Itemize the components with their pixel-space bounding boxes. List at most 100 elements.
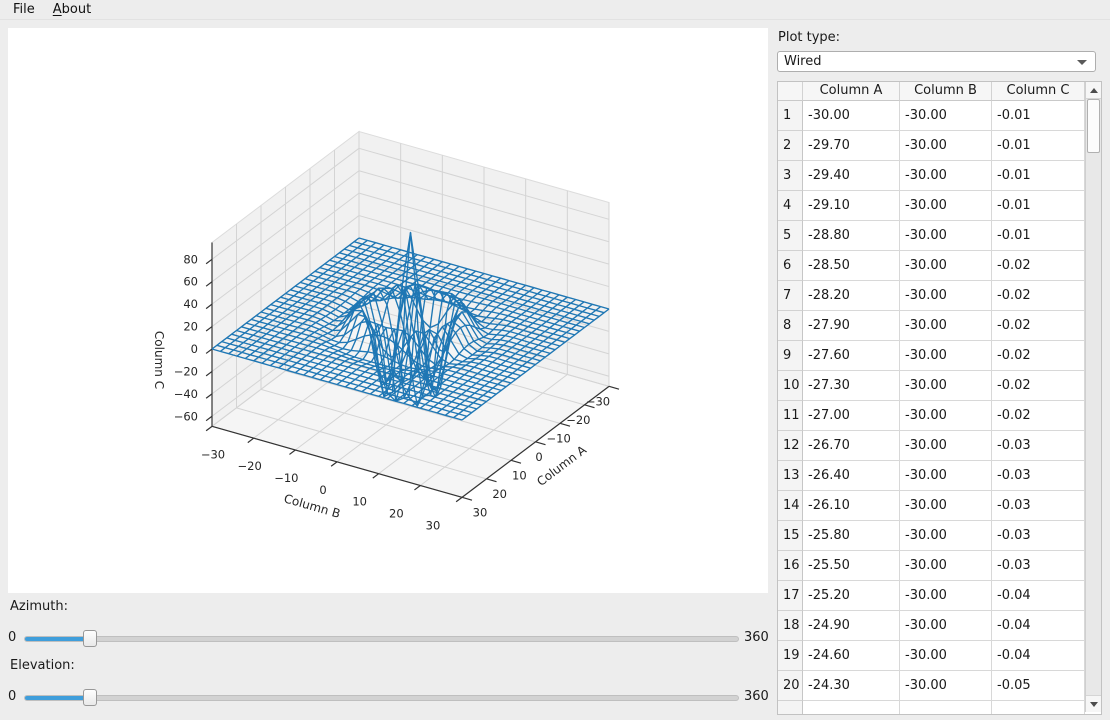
table-cell[interactable]: -24.30 <box>803 671 900 701</box>
table-cell[interactable]: -0.04 <box>992 581 1085 611</box>
table-cell[interactable]: -0.03 <box>992 461 1085 491</box>
svg-text:20: 20 <box>389 507 404 521</box>
table-cell[interactable]: -25.80 <box>803 521 900 551</box>
table-cell[interactable]: -30.00 <box>900 551 992 581</box>
table-cell[interactable]: -29.70 <box>803 131 900 161</box>
table-cell[interactable]: -27.60 <box>803 341 900 371</box>
accelerator-letter: A <box>52 2 62 17</box>
table-cell[interactable]: -0.02 <box>992 281 1085 311</box>
table-cell[interactable]: -0.05 <box>992 671 1085 701</box>
table-row: 16 -25.50 -30.00 -0.03 <box>778 551 1101 581</box>
table-cell[interactable]: -0.02 <box>992 311 1085 341</box>
svg-text:−60: −60 <box>174 409 198 423</box>
table-cell[interactable]: -30.00 <box>900 671 992 701</box>
table-cell[interactable]: -0.01 <box>992 191 1085 221</box>
table-corner-header <box>778 82 803 101</box>
table-cell[interactable]: -30.00 <box>900 101 992 131</box>
table-cell[interactable]: -24.60 <box>803 641 900 671</box>
menu-item-about[interactable]: About <box>52 2 92 17</box>
table-cell[interactable]: -25.50 <box>803 551 900 581</box>
table-cell[interactable]: -24.90 <box>803 611 900 641</box>
svg-text:−20: −20 <box>238 459 262 473</box>
table-cell[interactable]: -0.02 <box>992 371 1085 401</box>
svg-text:20: 20 <box>492 487 507 501</box>
menu-item-file[interactable]: File <box>13 2 35 17</box>
table-cell[interactable]: -26.70 <box>803 431 900 461</box>
table-cell[interactable]: -0.02 <box>992 401 1085 431</box>
svg-text:10: 10 <box>512 468 527 482</box>
table-cell[interactable] <box>803 701 900 714</box>
table-cell[interactable]: -30.00 <box>900 641 992 671</box>
table-cell[interactable]: -30.00 <box>900 401 992 431</box>
table-cell[interactable]: -30.00 <box>900 491 992 521</box>
scrollbar-thumb[interactable] <box>1087 99 1100 153</box>
column-header-column-c[interactable]: Column C <box>992 82 1085 101</box>
table-cell[interactable]: -0.03 <box>992 551 1085 581</box>
azimuth-slider-handle[interactable] <box>83 630 98 647</box>
table-cell[interactable]: -30.00 <box>900 461 992 491</box>
table-cell[interactable]: -25.20 <box>803 581 900 611</box>
plot-type-combobox[interactable]: Wired <box>777 51 1096 72</box>
table-cell[interactable]: -30.00 <box>900 281 992 311</box>
table-cell[interactable]: -30.00 <box>803 101 900 131</box>
table-cell[interactable]: -0.01 <box>992 221 1085 251</box>
column-header-column-a[interactable]: Column A <box>803 82 900 101</box>
table-cell[interactable]: -30.00 <box>900 341 992 371</box>
elevation-slider[interactable] <box>24 689 739 706</box>
table-cell[interactable]: -0.04 <box>992 641 1085 671</box>
column-header-column-b[interactable]: Column B <box>900 82 992 101</box>
table-cell[interactable]: -29.10 <box>803 191 900 221</box>
table-cell[interactable]: -30.00 <box>900 251 992 281</box>
table-row: 14 -26.10 -30.00 -0.03 <box>778 491 1101 521</box>
table-row: 7 -28.20 -30.00 -0.02 <box>778 281 1101 311</box>
table-cell[interactable]: -30.00 <box>900 371 992 401</box>
table-cell[interactable]: -30.00 <box>900 311 992 341</box>
table-cell[interactable]: -0.02 <box>992 341 1085 371</box>
row-number-cell: 12 <box>778 431 803 461</box>
table-row: 6 -28.50 -30.00 -0.02 <box>778 251 1101 281</box>
table-cell[interactable]: -28.50 <box>803 251 900 281</box>
table-cell[interactable]: -0.03 <box>992 431 1085 461</box>
table-cell[interactable]: -27.00 <box>803 401 900 431</box>
table-cell[interactable]: -29.40 <box>803 161 900 191</box>
table-cell[interactable]: -26.40 <box>803 461 900 491</box>
azimuth-slider[interactable] <box>24 630 739 647</box>
table-cell[interactable]: -30.00 <box>900 521 992 551</box>
table-cell[interactable]: -0.01 <box>992 101 1085 131</box>
table-cell[interactable]: -28.80 <box>803 221 900 251</box>
table-cell[interactable]: -0.02 <box>992 251 1085 281</box>
table-cell[interactable]: -0.03 <box>992 491 1085 521</box>
elevation-slider-handle[interactable] <box>83 689 98 706</box>
table-cell[interactable]: -0.04 <box>992 611 1085 641</box>
svg-text:30: 30 <box>473 505 488 519</box>
table-cell[interactable]: -30.00 <box>900 161 992 191</box>
table-cell[interactable]: -0.01 <box>992 161 1085 191</box>
table-cell[interactable]: -0.01 <box>992 131 1085 161</box>
svg-text:−20: −20 <box>566 413 590 427</box>
table-cell[interactable] <box>900 701 992 714</box>
table-cell[interactable] <box>992 701 1085 714</box>
table-cell[interactable]: -30.00 <box>900 191 992 221</box>
table-scrollbar[interactable] <box>1085 82 1101 712</box>
svg-text:20: 20 <box>183 320 198 334</box>
elevation-max-label: 360 <box>744 689 769 704</box>
table-cell[interactable]: -30.00 <box>900 581 992 611</box>
table-cell[interactable]: -0.03 <box>992 521 1085 551</box>
table-cell[interactable]: -30.00 <box>900 611 992 641</box>
scrollbar-down-button[interactable] <box>1086 695 1101 712</box>
table-row: 3 -29.40 -30.00 -0.01 <box>778 161 1101 191</box>
svg-text:Column B: Column B <box>282 491 342 520</box>
table-cell[interactable]: -27.90 <box>803 311 900 341</box>
svg-text:60: 60 <box>183 275 198 289</box>
table-cell[interactable]: -30.00 <box>900 431 992 461</box>
plot-panel: −30 −20 −10 0 10 20 30 −30 −20 −10 0 10 20 30 −60 −40 −2… <box>8 28 768 593</box>
elevation-slider-fill <box>25 696 91 700</box>
table-cell[interactable]: -30.00 <box>900 221 992 251</box>
table-cell[interactable]: -28.20 <box>803 281 900 311</box>
menubar: File About <box>0 0 1110 20</box>
table-cell[interactable]: -27.30 <box>803 371 900 401</box>
table-cell[interactable]: -30.00 <box>900 131 992 161</box>
scrollbar-up-button[interactable] <box>1086 82 1101 99</box>
table-cell[interactable]: -26.10 <box>803 491 900 521</box>
row-number-cell: 9 <box>778 341 803 371</box>
